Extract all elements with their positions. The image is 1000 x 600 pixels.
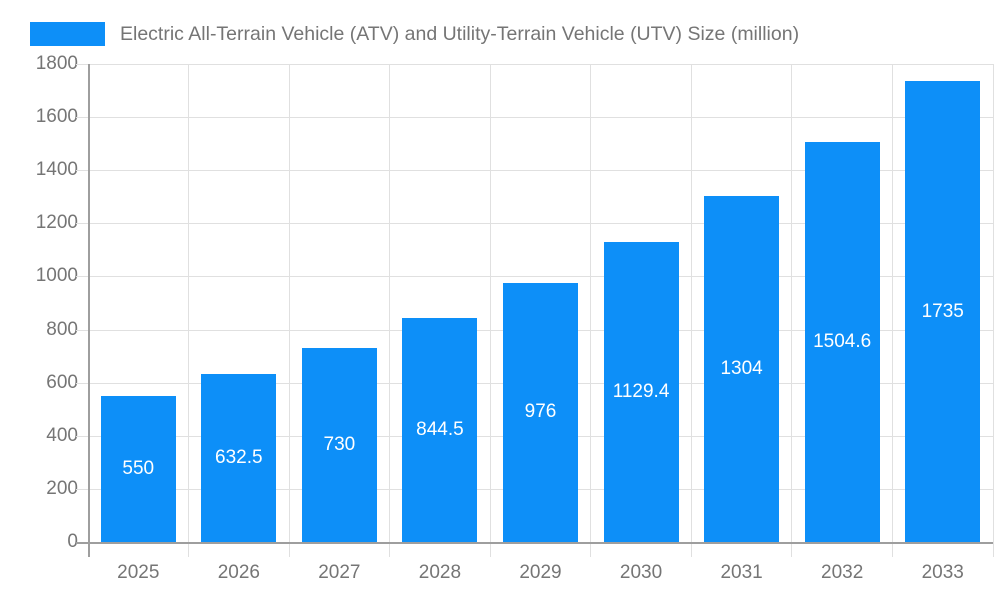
y-tick-label-1800: 1800 (35, 53, 78, 74)
x-tick-label-2026: 2026 (217, 562, 260, 583)
bar-2033[interactable]: 1735 (905, 81, 981, 542)
y-tick-label-1000: 1000 (35, 265, 78, 287)
v-gridline-3 (389, 64, 391, 557)
v-gridline-9 (992, 64, 994, 557)
bar-2030[interactable]: 1129.4 (603, 242, 679, 542)
v-gridline-7 (791, 64, 793, 557)
bar-2027[interactable]: 730 (301, 348, 377, 542)
y-tick-label-200: 200 (46, 477, 78, 499)
v-gridline-1 (188, 64, 190, 557)
bar-value-label-2033: 1735 (921, 300, 964, 322)
v-gridline-6 (690, 64, 692, 557)
bar-value-label-2027: 730 (323, 434, 356, 456)
bar-value-label-2026: 632.5 (215, 447, 263, 469)
y-axis-line (88, 64, 90, 557)
bar-2032[interactable]: 1504.6 (804, 142, 880, 542)
legend-label: Electric All-Terrain Vehicle (ATV) and U… (120, 22, 800, 45)
bar-2026[interactable]: 632.5 (201, 374, 277, 542)
bar-value-label-2029: 976 (524, 401, 557, 423)
bar-2025[interactable]: 550 (100, 395, 176, 542)
y-tick-label-1600: 1600 (35, 106, 78, 128)
x-tick-label-2033: 2033 (921, 562, 964, 583)
h-gridline-1600 (76, 117, 993, 119)
y-tick-label-800: 800 (46, 318, 78, 340)
y-tick-label-1400: 1400 (35, 159, 78, 181)
x-axis-line (76, 542, 993, 544)
h-gridline-1200 (76, 223, 993, 225)
v-gridline-2 (288, 64, 290, 557)
plot-area: 550 632.5 730 844.5 976 1129.4 1304 1504.6 1735 (76, 64, 994, 557)
x-tick-label-2030: 2030 (619, 562, 663, 583)
y-tick-label-1200: 1200 (35, 212, 78, 234)
bar-2031[interactable]: 1304 (704, 195, 780, 542)
x-tick-label-2027: 2027 (318, 562, 361, 583)
bar-value-label-2031: 1304 (720, 357, 763, 379)
y-tick-label-600: 600 (46, 371, 78, 393)
h-gridline-1400 (76, 170, 993, 172)
x-tick-label-2025: 2025 (117, 562, 160, 583)
bar-value-label-2028: 844.5 (416, 418, 464, 440)
legend-swatch (30, 22, 105, 46)
x-tick-label-2031: 2031 (720, 562, 763, 583)
bar-value-label-2032: 1504.6 (813, 331, 872, 353)
bar-2028[interactable]: 844.5 (402, 317, 478, 542)
x-tick-label-2032: 2032 (821, 562, 864, 583)
bar-value-label-2025: 550 (122, 457, 155, 479)
h-gridline-1800 (76, 64, 993, 65)
y-tick-label-0: 0 (67, 531, 78, 552)
v-gridline-4 (489, 64, 491, 557)
x-tick-label-2029: 2029 (519, 562, 562, 583)
y-tick-label-400: 400 (46, 424, 78, 446)
v-gridline-5 (590, 64, 592, 557)
bar-value-label-2030: 1129.4 (612, 381, 670, 403)
v-gridline-8 (891, 64, 893, 557)
bar-2029[interactable]: 976 (503, 282, 578, 542)
h-gridline-1000 (76, 276, 993, 278)
legend[interactable]: Electric All-Terrain Vehicle (ATV) and U… (30, 22, 799, 46)
x-tick-label-2028: 2028 (418, 562, 462, 583)
